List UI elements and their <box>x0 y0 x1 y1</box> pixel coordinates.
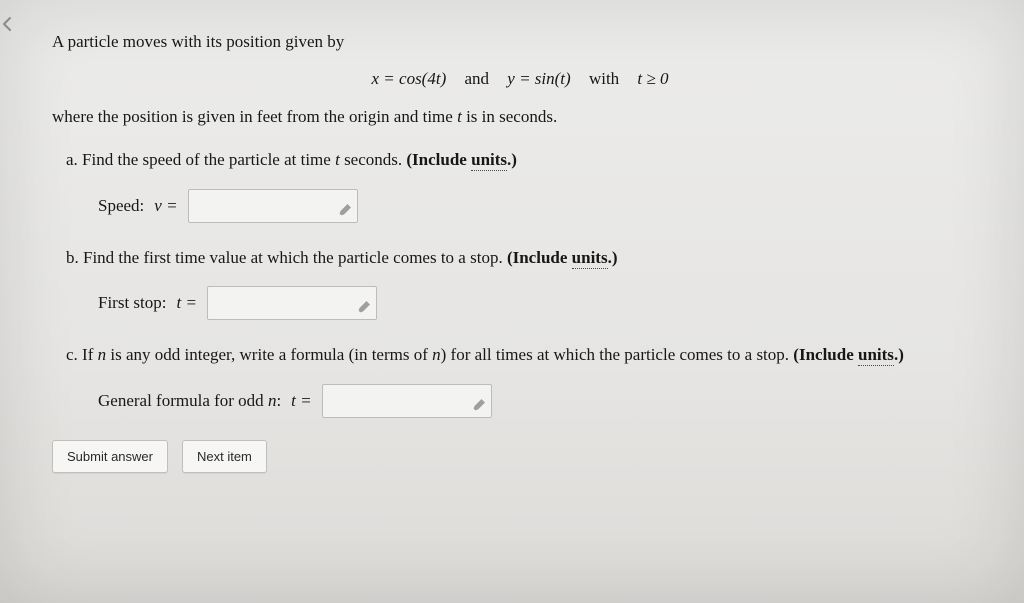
parts-container: a. Find the speed of the particle at tim… <box>66 147 988 418</box>
part-c-n2: n <box>432 345 441 364</box>
part-c-answer-label-pre: General formula for odd n: <box>98 391 281 411</box>
part-b-units: units <box>572 248 608 269</box>
question-card: A particle moves with its position given… <box>0 0 1024 603</box>
pencil-icon <box>356 301 370 315</box>
part-c-answer-row: General formula for odd n: t = <box>98 384 988 418</box>
part-b-include-l: (Include <box>507 248 572 267</box>
collapse-chevron-icon[interactable] <box>0 14 17 34</box>
equation-and: and <box>464 69 489 88</box>
pencil-icon <box>337 204 351 218</box>
where-pre: where the position is given in feet from… <box>52 107 457 126</box>
part-b-answer-label-pre: First stop: <box>98 293 167 313</box>
first-stop-input[interactable] <box>207 286 377 320</box>
part-b-answer-eq: t = <box>177 293 197 313</box>
part-c-units: units <box>858 345 894 366</box>
speed-input[interactable] <box>188 189 358 223</box>
part-c-pre: c. If <box>66 345 98 364</box>
part-a-prefix: a. Find the speed of the particle at tim… <box>66 150 335 169</box>
part-a: a. Find the speed of the particle at tim… <box>66 147 988 223</box>
part-b-answer-row: First stop: t = <box>98 286 988 320</box>
submit-answer-button[interactable]: Submit answer <box>52 440 168 473</box>
button-row: Submit answer Next item <box>52 440 988 473</box>
part-c-include-l: (Include <box>793 345 858 364</box>
part-b: b. Find the first time value at which th… <box>66 245 988 321</box>
part-c-include-r: .) <box>894 345 904 364</box>
part-c-mid2: ) for all times at which the particle co… <box>441 345 794 364</box>
equation-cond: t ≥ 0 <box>637 69 668 88</box>
part-b-text: b. Find the first time value at which th… <box>66 248 507 267</box>
part-c-n1: n <box>98 345 107 364</box>
part-a-include-l: (Include <box>406 150 471 169</box>
part-a-answer-row: Speed: v = <box>98 189 988 223</box>
equation-y: y = sin(t) <box>507 69 570 88</box>
part-b-include-r: .) <box>608 248 618 267</box>
general-formula-input[interactable] <box>322 384 492 418</box>
part-c-mid1: is any odd integer, write a formula (in … <box>106 345 432 364</box>
part-a-answer-eq: v = <box>154 196 177 216</box>
part-c: c. If n is any odd integer, write a form… <box>66 342 988 418</box>
part-a-answer-label-pre: Speed: <box>98 196 144 216</box>
part-a-units: units <box>471 150 507 171</box>
equation-x: x = cos(4t) <box>372 69 447 88</box>
part-c-label: c. If n is any odd integer, write a form… <box>66 342 988 368</box>
part-b-label: b. Find the first time value at which th… <box>66 245 988 271</box>
equation-with: with <box>589 69 619 88</box>
where-line: where the position is given in feet from… <box>52 107 988 127</box>
where-post: is in seconds. <box>462 107 557 126</box>
part-a-label: a. Find the speed of the particle at tim… <box>66 147 988 173</box>
part-a-include-r: .) <box>507 150 517 169</box>
next-item-button[interactable]: Next item <box>182 440 267 473</box>
part-a-mid: seconds. <box>340 150 407 169</box>
pencil-icon <box>471 399 485 413</box>
intro-text: A particle moves with its position given… <box>52 28 988 55</box>
equation-line: x = cos(4t) and y = sin(t) with t ≥ 0 <box>52 69 988 89</box>
part-c-answer-eq: t = <box>291 391 311 411</box>
